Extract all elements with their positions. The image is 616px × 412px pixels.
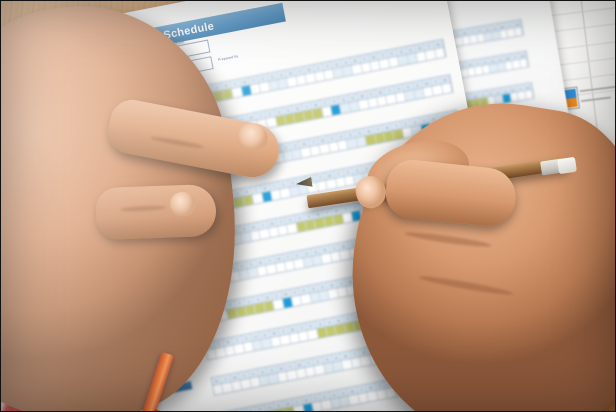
field-label-prepared: Prepared by	[217, 54, 239, 62]
pencil-eraser	[556, 156, 578, 175]
schedule-cell[interactable]	[525, 89, 534, 100]
schedule-cell[interactable]	[441, 83, 453, 94]
schedule-cell[interactable]	[434, 47, 446, 59]
schedule-cell[interactable]	[514, 26, 524, 37]
left-hand-thumb	[95, 183, 217, 241]
schedule-cell[interactable]	[519, 58, 529, 68]
legend-label-actual	[580, 96, 611, 103]
